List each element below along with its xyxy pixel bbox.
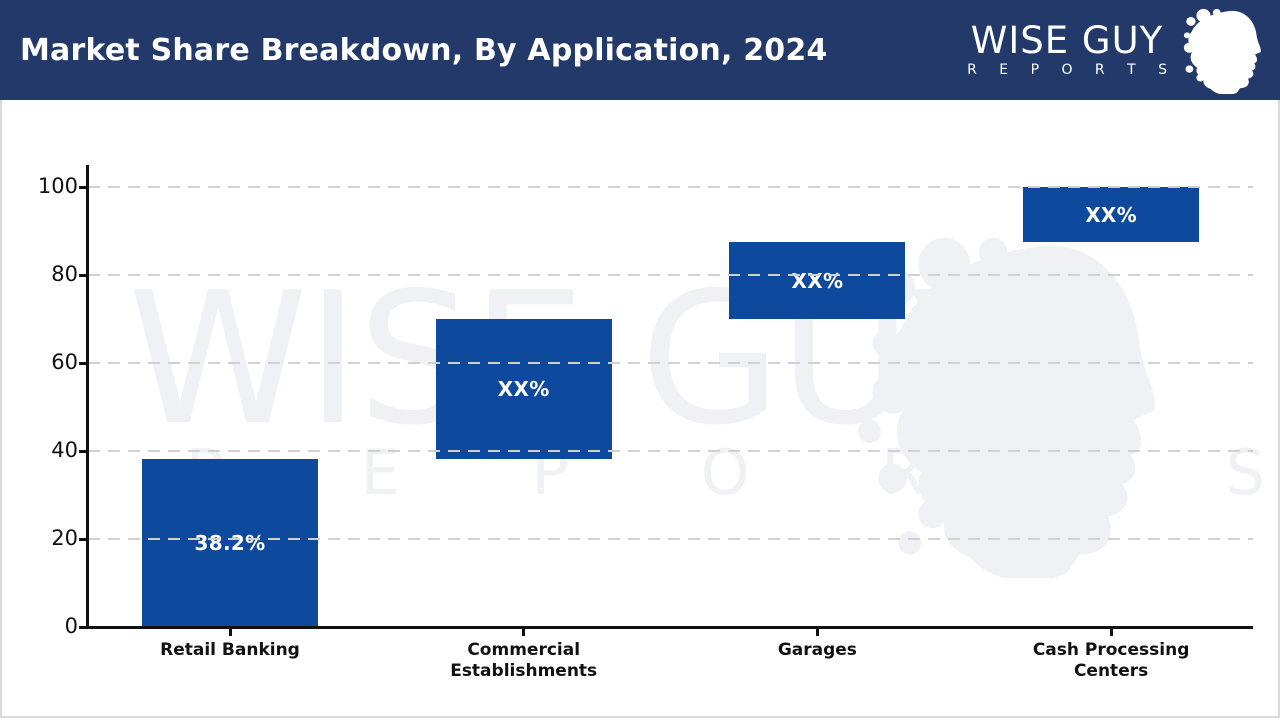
wise-guy-reports-logo: WISE GUY R E P O R T S [958, 6, 1280, 94]
y-axis-tick-label: 40 [51, 438, 78, 462]
y-axis-tick-label: 20 [51, 526, 78, 550]
bar-value-label: XX% [497, 376, 550, 401]
bar-garages: XX% [729, 242, 906, 319]
bar-value-label: XX% [1085, 202, 1137, 227]
x-axis-tickmark [1109, 627, 1113, 636]
y-axis-tickmark [79, 538, 88, 541]
y-axis-tickmark [79, 362, 88, 365]
logo-reports-text: R E P O R T S [967, 62, 1176, 79]
category-label-commercial-establishments: Commercial Establishments [450, 640, 598, 682]
y-axis-tickmark [79, 450, 88, 453]
category-label-garages: Garages [777, 640, 857, 660]
y-axis-tick-label: 80 [51, 262, 78, 286]
watermark-head-icon [858, 237, 1156, 578]
y-axis-tick-label: 60 [51, 350, 78, 374]
gridline-20 [88, 538, 1253, 540]
gridline-100 [88, 186, 1253, 188]
logo-head-icon [1183, 8, 1261, 94]
logo-wordmark: WISE GUY [970, 18, 1164, 62]
category-label-retail-banking: Retail Banking [160, 640, 300, 660]
category-label-cash-processing-centers: Cash Processing Centers [1032, 640, 1190, 682]
gridline-80 [88, 274, 1253, 276]
bar-retail-banking: 38.2% [142, 458, 318, 627]
y-axis-line [86, 165, 89, 629]
bar-value-label: 38.2% [194, 530, 266, 555]
x-axis-line [85, 626, 1253, 629]
bar-cash-processing-centers: XX% [1023, 187, 1200, 242]
logo-text: WISE GUY R E P O R T S [958, 18, 1176, 79]
y-axis-tick-label: 100 [37, 174, 78, 198]
gridline-40 [88, 450, 1253, 452]
y-axis-tickmark [79, 186, 88, 189]
y-axis-tick-label: 0 [64, 614, 78, 638]
bar-value-label: XX% [791, 268, 844, 293]
y-axis-tickmark [79, 274, 88, 277]
gridline-60 [88, 362, 1253, 364]
chart-title: Market Share Breakdown, By Application, … [20, 32, 828, 68]
x-axis-tickmark [522, 627, 526, 636]
bar-commercial-establishments: XX% [435, 319, 612, 459]
y-axis-tickmark [79, 626, 88, 629]
x-axis-tickmark [815, 627, 819, 636]
x-axis-tickmark [228, 627, 232, 636]
header-bar: Market Share Breakdown, By Application, … [0, 0, 1280, 100]
